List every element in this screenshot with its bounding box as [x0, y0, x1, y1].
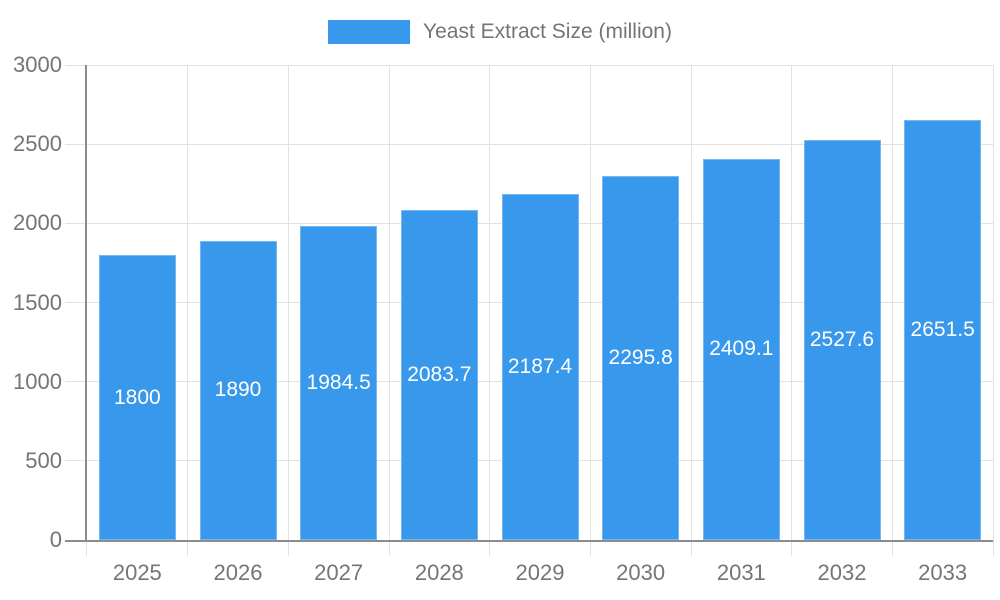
category-boundary-gridline — [287, 65, 289, 556]
x-tick-label: 2026 — [213, 560, 263, 585]
x-tick-label: 2031 — [716, 560, 766, 585]
y-tick-label: 2500 — [13, 131, 62, 157]
y-axis-line — [85, 65, 87, 540]
bar-value-label: 2527.6 — [809, 327, 875, 351]
x-axis-line — [65, 540, 993, 542]
bar-value-label: 2295.8 — [608, 346, 673, 370]
legend-swatch-icon — [328, 20, 410, 44]
category-boundary-gridline — [388, 65, 390, 556]
bar — [98, 255, 176, 540]
x-tick-label: 2030 — [616, 560, 666, 585]
bar-value-label: 2651.5 — [910, 318, 975, 342]
bar — [803, 139, 881, 540]
category-boundary-gridline — [589, 65, 591, 556]
y-tick-label: 0 — [49, 527, 62, 552]
h-gridline — [65, 143, 993, 145]
bar-value-label: 2083.7 — [407, 363, 472, 387]
bar-value-label: 1890 — [214, 378, 262, 402]
bar — [199, 240, 277, 540]
x-tick-label: 2033 — [918, 560, 968, 585]
bar — [501, 193, 579, 540]
category-boundary-gridline — [992, 65, 994, 556]
legend-label: Yeast Extract Size (million) — [423, 20, 672, 43]
y-tick-label: 500 — [25, 447, 62, 473]
category-boundary-gridline — [187, 65, 189, 556]
axis-bottom-tick — [86, 542, 87, 556]
y-tick-label: 1000 — [13, 368, 62, 394]
x-tick-label: 2028 — [414, 560, 464, 585]
bar-value-label: 1800 — [113, 385, 161, 409]
y-tick-label: 1500 — [13, 289, 62, 315]
x-tick-label: 2029 — [515, 560, 565, 585]
category-boundary-gridline — [791, 65, 793, 556]
bar — [702, 158, 780, 540]
category-boundary-gridline — [489, 65, 491, 556]
chart-legend[interactable]: Yeast Extract Size (million) — [0, 20, 1000, 44]
bar — [602, 176, 680, 540]
y-tick-label: 2000 — [13, 210, 62, 236]
x-tick-label: 2027 — [314, 560, 364, 585]
bar-value-label: 2409.1 — [709, 337, 774, 361]
bar-value-label: 2187.4 — [507, 354, 573, 378]
bar — [400, 210, 478, 540]
bar-value-label: 1984.5 — [306, 370, 371, 394]
category-boundary-gridline — [891, 65, 893, 556]
y-tick-label: 3000 — [13, 52, 62, 77]
h-gridline — [65, 64, 993, 66]
category-boundary-gridline — [690, 65, 692, 556]
x-tick-label: 2032 — [817, 560, 867, 585]
x-tick-label: 2025 — [112, 560, 162, 585]
bar — [300, 225, 378, 540]
bar — [904, 120, 982, 540]
